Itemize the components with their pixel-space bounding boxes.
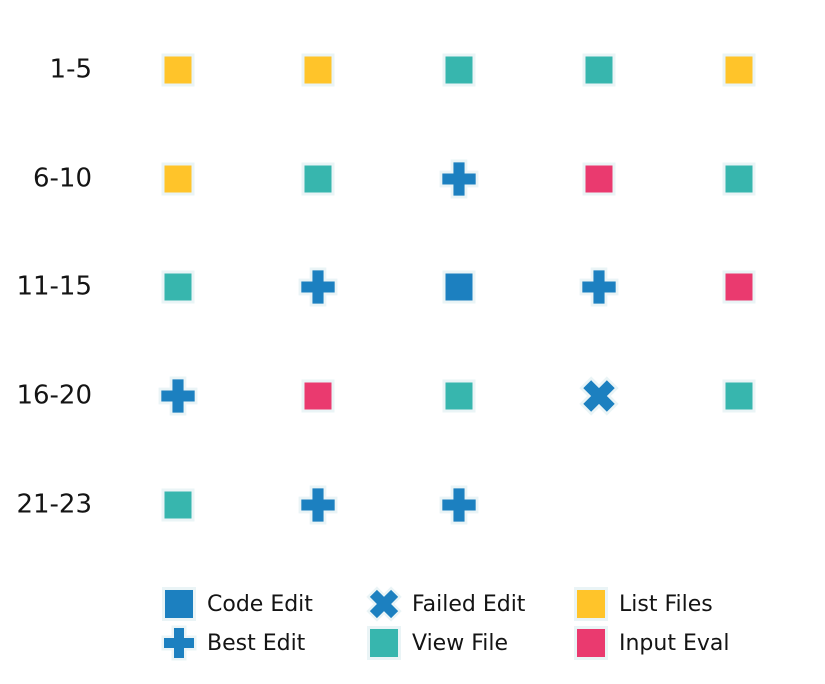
marker-best-edit bbox=[439, 485, 479, 525]
marker-list-files bbox=[304, 56, 332, 84]
marker-view-file bbox=[725, 165, 753, 193]
view-file-marker-icon bbox=[304, 165, 332, 193]
legend-label-failed-edit: Failed Edit bbox=[412, 591, 526, 617]
best-edit-marker-icon bbox=[298, 485, 338, 525]
best-edit-marker-icon bbox=[579, 267, 619, 307]
legend-input-eval-swatch-icon bbox=[575, 627, 607, 659]
best-edit-marker-icon bbox=[439, 485, 479, 525]
legend-label-input-eval: Input Eval bbox=[619, 630, 730, 656]
y-tick-label: 11-15 bbox=[16, 271, 92, 302]
legend-item-failed-edit: Failed Edit bbox=[366, 586, 526, 622]
view-file-marker-icon bbox=[445, 382, 473, 410]
marker-view-file bbox=[585, 56, 613, 84]
legend-item-code-edit: Code Edit bbox=[163, 588, 313, 620]
marker-input-eval bbox=[725, 273, 753, 301]
y-tick-label: 16-20 bbox=[16, 380, 92, 411]
legend-item-list-files: List Files bbox=[575, 588, 713, 620]
marker-view-file bbox=[445, 382, 473, 410]
list-files-marker-icon bbox=[164, 56, 192, 84]
view-file-marker-icon bbox=[445, 56, 473, 84]
legend-item-view-file: View File bbox=[368, 627, 508, 659]
view-file-marker-icon bbox=[725, 382, 753, 410]
view-file-marker-icon bbox=[725, 165, 753, 193]
legend-failed-edit-swatch-icon bbox=[366, 586, 402, 622]
marker-view-file bbox=[164, 491, 192, 519]
list-files-marker-icon bbox=[304, 56, 332, 84]
legend-best-edit-swatch-icon bbox=[161, 625, 197, 661]
marker-best-edit bbox=[298, 267, 338, 307]
marker-best-edit bbox=[439, 159, 479, 199]
y-tick-label: 1-5 bbox=[49, 54, 92, 85]
input-eval-marker-icon bbox=[585, 165, 613, 193]
marker-list-files bbox=[164, 56, 192, 84]
failed-edit-legend-icon bbox=[366, 586, 402, 622]
best-edit-marker-icon bbox=[439, 159, 479, 199]
best-edit-marker-icon bbox=[158, 376, 198, 416]
code-edit-legend-icon bbox=[165, 590, 193, 618]
marker-best-edit bbox=[298, 485, 338, 525]
marker-view-file bbox=[164, 273, 192, 301]
best-edit-marker-icon bbox=[298, 267, 338, 307]
marker-input-eval bbox=[304, 382, 332, 410]
marker-best-edit bbox=[158, 376, 198, 416]
y-tick-label: 21-23 bbox=[16, 489, 92, 520]
marker-list-files bbox=[725, 56, 753, 84]
legend-code-edit-swatch-icon bbox=[163, 588, 195, 620]
input-eval-legend-icon bbox=[577, 629, 605, 657]
input-eval-marker-icon bbox=[725, 273, 753, 301]
marker-input-eval bbox=[585, 165, 613, 193]
marker-best-edit bbox=[579, 267, 619, 307]
failed-edit-marker-icon bbox=[579, 376, 619, 416]
list-files-marker-icon bbox=[725, 56, 753, 84]
legend-label-best-edit: Best Edit bbox=[207, 630, 306, 656]
view-file-marker-icon bbox=[164, 273, 192, 301]
marker-view-file bbox=[725, 382, 753, 410]
input-eval-marker-icon bbox=[304, 382, 332, 410]
legend-item-input-eval: Input Eval bbox=[575, 627, 729, 659]
legend-list-files-swatch-icon bbox=[575, 588, 607, 620]
marker-view-file bbox=[304, 165, 332, 193]
legend-view-file-swatch-icon bbox=[368, 627, 400, 659]
view-file-marker-icon bbox=[585, 56, 613, 84]
best-edit-legend-icon bbox=[161, 625, 197, 661]
legend-label-list-files: List Files bbox=[619, 591, 713, 617]
code-edit-marker-icon bbox=[445, 273, 473, 301]
marker-view-file bbox=[445, 56, 473, 84]
list-files-marker-icon bbox=[164, 165, 192, 193]
legend-label-code-edit: Code Edit bbox=[207, 591, 313, 617]
legend-item-best-edit: Best Edit bbox=[161, 625, 306, 661]
list-files-legend-icon bbox=[577, 590, 605, 618]
marker-code-edit bbox=[445, 273, 473, 301]
y-tick-label: 6-10 bbox=[32, 163, 92, 194]
marker-failed-edit bbox=[579, 376, 619, 416]
view-file-legend-icon bbox=[370, 629, 398, 657]
legend-label-view-file: View File bbox=[412, 630, 509, 656]
marker-list-files bbox=[164, 165, 192, 193]
view-file-marker-icon bbox=[164, 491, 192, 519]
